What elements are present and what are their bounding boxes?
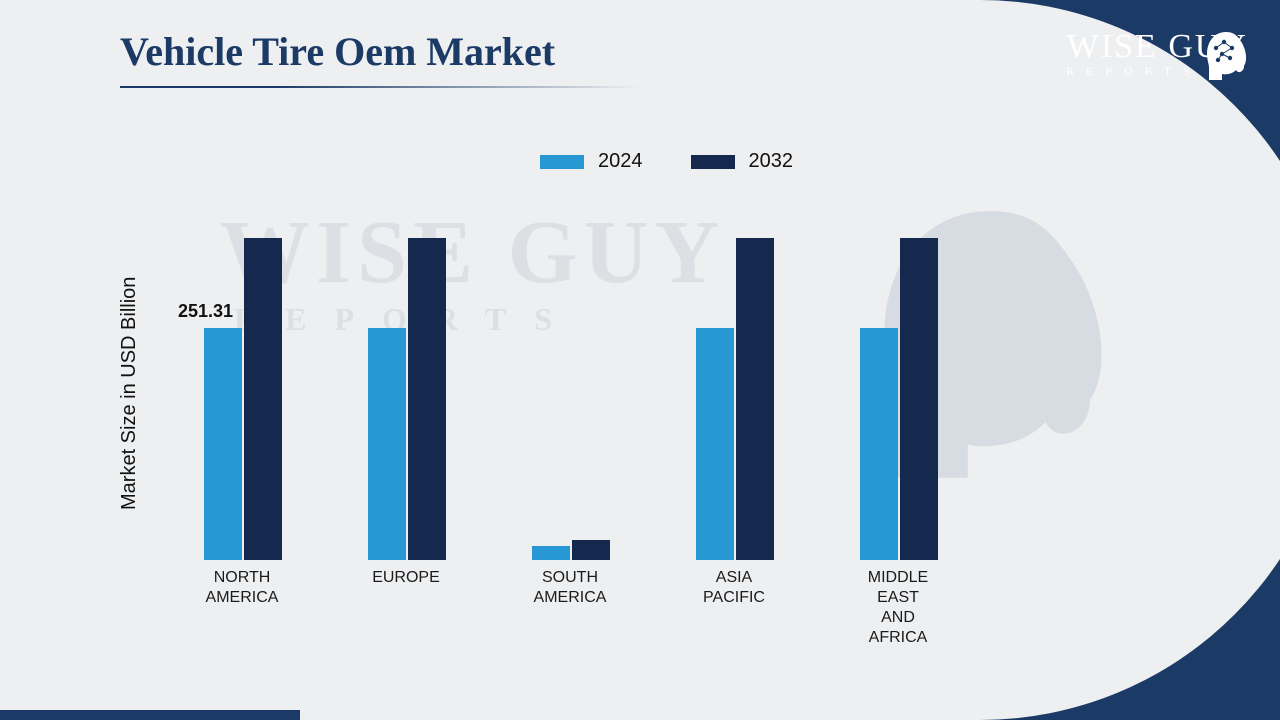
chart-title: Vehicle Tire Oem Market — [120, 28, 555, 75]
category-label: NORTHAMERICA — [160, 560, 324, 608]
brand-logo: WISE GUY REPORTS — [998, 28, 1248, 79]
category-group: ASIAPACIFIC — [652, 190, 816, 560]
y-axis-label: Market Size in USD Billion — [118, 277, 141, 510]
canvas: WISE GUY REPORTS Vehicle Tire Oem Market… — [0, 0, 1280, 720]
category-label: SOUTHAMERICA — [488, 560, 652, 608]
category-label: EUROPE — [324, 560, 488, 588]
category-label: MIDDLEEASTANDAFRICA — [816, 560, 980, 648]
right-panel — [980, 0, 1280, 720]
bar-2032 — [900, 238, 938, 560]
category-label: ASIAPACIFIC — [652, 560, 816, 608]
category-group: NORTHAMERICA251.31 — [160, 190, 324, 560]
title-underline — [120, 86, 640, 88]
category-group: SOUTHAMERICA — [488, 190, 652, 560]
bar-2024 — [368, 328, 406, 560]
head-icon — [1204, 30, 1248, 84]
bar-2024 — [204, 328, 242, 560]
bar-2032 — [408, 238, 446, 560]
bar-2024 — [696, 328, 734, 560]
bar-2032 — [244, 238, 282, 560]
bottom-accent-bar — [0, 710, 300, 720]
category-group: MIDDLEEASTANDAFRICA — [816, 190, 980, 560]
value-label: 251.31 — [178, 301, 342, 322]
bar-2024 — [860, 328, 898, 560]
bar-2024 — [532, 546, 570, 560]
chart-area: Market Size in USD Billion NORTHAMERICA2… — [60, 140, 1000, 660]
bar-2032 — [736, 238, 774, 560]
bar-2032 — [572, 540, 610, 560]
category-group: EUROPE — [324, 190, 488, 560]
plot-area: NORTHAMERICA251.31EUROPESOUTHAMERICAASIA… — [160, 190, 980, 560]
